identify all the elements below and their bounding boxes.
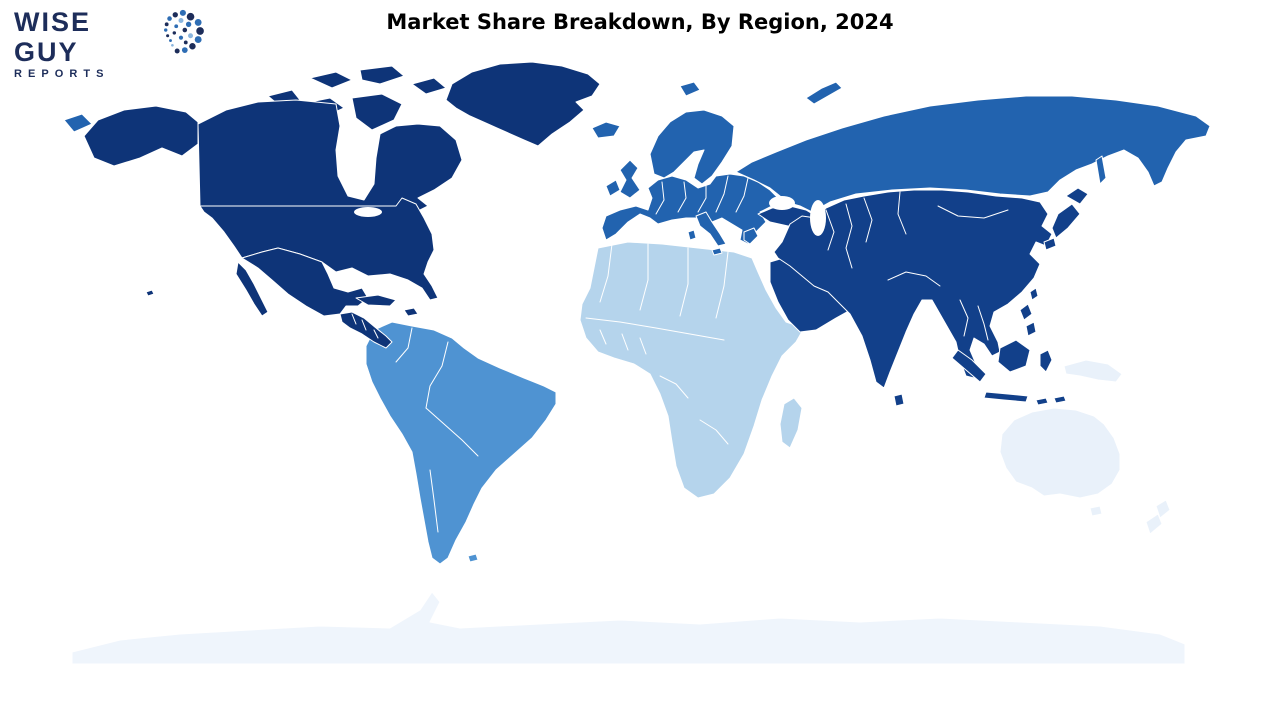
great-britain[interactable] (619, 159, 641, 199)
great-lakes (354, 207, 382, 217)
tasmania[interactable] (1089, 505, 1103, 517)
alaska[interactable] (83, 105, 199, 167)
country-borders (351, 313, 379, 339)
new-guinea[interactable] (1063, 359, 1123, 383)
madagascar[interactable] (779, 397, 803, 449)
lesser-sunda[interactable] (1035, 395, 1067, 406)
country-borders (959, 299, 969, 337)
country-borders (585, 317, 725, 341)
region-north-america[interactable] (83, 61, 601, 349)
cuba[interactable] (355, 294, 397, 307)
country-borders (977, 305, 989, 341)
country-borders (395, 327, 413, 363)
baffin-island[interactable] (351, 93, 403, 131)
country-borders (863, 197, 873, 243)
country-borders (697, 183, 707, 213)
logo-tagline: REPORTS (14, 68, 110, 81)
country-borders (599, 329, 647, 355)
sicily[interactable] (711, 247, 723, 256)
borneo[interactable] (997, 339, 1031, 373)
hispaniola[interactable] (403, 307, 419, 317)
sri-lanka[interactable] (893, 393, 905, 407)
canada[interactable] (197, 99, 463, 215)
country-borders (897, 191, 907, 235)
country-borders (659, 375, 689, 399)
hawaii[interactable] (145, 289, 155, 297)
arctic-island[interactable] (411, 77, 447, 95)
chart-title: Market Share Breakdown, By Region, 2024 (386, 10, 894, 34)
country-borders (429, 469, 439, 533)
sardinia[interactable] (687, 229, 697, 241)
svalbard[interactable] (679, 81, 701, 97)
arctic-island[interactable] (309, 71, 353, 89)
japan-kyushu[interactable] (1043, 237, 1057, 251)
country-borders (655, 181, 665, 215)
united-states[interactable] (199, 197, 439, 301)
sumatra[interactable] (951, 349, 987, 383)
country-borders (599, 243, 613, 303)
baja-california[interactable] (235, 261, 269, 317)
ireland[interactable] (605, 179, 621, 197)
australia[interactable] (999, 407, 1121, 499)
country-borders (715, 175, 729, 213)
logo-text: WISE GUY (14, 7, 92, 67)
south-america-mainland[interactable] (365, 321, 557, 565)
country-borders (679, 247, 689, 317)
country-borders (887, 271, 941, 287)
new-zealand-north[interactable] (1155, 499, 1171, 519)
region-antarctica[interactable] (71, 591, 1186, 665)
region-south-america[interactable] (365, 321, 557, 565)
sakhalin[interactable] (1095, 155, 1107, 185)
country-borders (735, 177, 749, 213)
asia-mainland[interactable] (773, 189, 1053, 389)
logo: WISE GUY REPORTS (14, 7, 204, 81)
falkland-islands[interactable] (467, 553, 479, 563)
country-borders (825, 209, 835, 251)
country-borders (425, 341, 449, 409)
russia[interactable] (735, 95, 1211, 213)
greece[interactable] (743, 227, 759, 245)
novaya-zemlya[interactable] (805, 81, 843, 105)
chukotka-fragment[interactable] (63, 113, 93, 133)
japan-hokkaido[interactable] (1065, 187, 1089, 205)
antarctica[interactable] (71, 591, 1186, 665)
region-oceania[interactable] (999, 359, 1171, 535)
scandinavia[interactable] (649, 109, 735, 185)
logo-head-icon (164, 9, 204, 54)
arctic-island[interactable] (359, 65, 405, 85)
caspian-sea (810, 200, 826, 236)
country-borders (845, 203, 853, 269)
sulawesi[interactable] (1039, 349, 1053, 373)
new-zealand-south[interactable] (1145, 513, 1163, 535)
country-borders (639, 243, 649, 311)
black-sea (769, 196, 795, 210)
country-borders (937, 205, 1009, 219)
country-borders (677, 181, 687, 213)
africa-mainland[interactable] (579, 241, 805, 499)
country-borders (699, 419, 729, 445)
philippines[interactable] (1019, 303, 1033, 321)
country-borders (425, 407, 479, 457)
taiwan[interactable] (1029, 287, 1039, 301)
japan-honshu[interactable] (1051, 203, 1081, 239)
region-europe-russia[interactable] (63, 81, 1211, 256)
java[interactable] (983, 391, 1029, 403)
region-africa[interactable] (579, 241, 805, 499)
region-asia-middle-east[interactable] (757, 187, 1089, 407)
country-borders (715, 251, 729, 319)
philippines-south[interactable] (1025, 321, 1037, 337)
italy[interactable] (695, 211, 727, 247)
greenland[interactable] (445, 61, 601, 147)
iceland[interactable] (591, 121, 621, 139)
